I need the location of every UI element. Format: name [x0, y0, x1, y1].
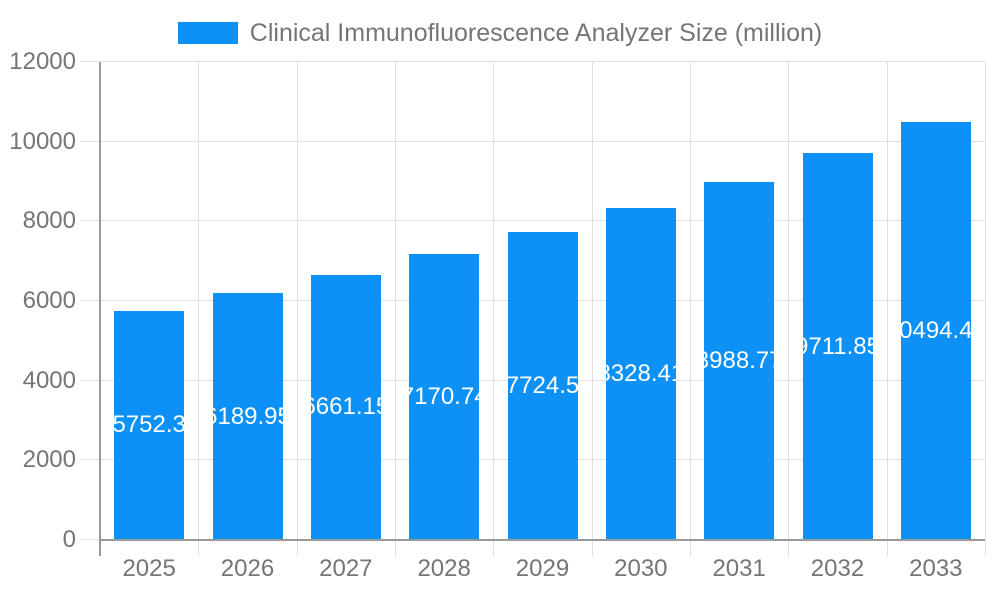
x-tick-label: 2026 — [220, 555, 275, 582]
bar[interactable]: 5752.3 — [114, 310, 185, 540]
bar-value-label: 7724.5 — [507, 372, 578, 400]
bar[interactable]: 8328.41 — [605, 208, 676, 540]
x-gridline — [198, 62, 200, 556]
y-tick-label: 12000 — [9, 48, 76, 75]
legend-swatch-icon — [177, 22, 238, 44]
x-tick-label: 2027 — [319, 555, 373, 582]
y-tick-label: 8000 — [22, 207, 76, 235]
y-tick-label: 6000 — [22, 287, 76, 314]
y-axis-line — [99, 62, 101, 556]
x-gridline — [493, 62, 495, 556]
y-gridline — [80, 61, 985, 62]
bar[interactable]: 7724.5 — [507, 232, 578, 540]
bar-value-label: 9711.85 — [803, 332, 873, 360]
x-tick-label: 2033 — [909, 555, 963, 582]
x-tick-label: 2029 — [515, 555, 570, 582]
bar-value-label: 5752.3 — [114, 411, 185, 439]
bar[interactable]: 10494.44 — [900, 121, 971, 540]
x-tick-label: 2025 — [122, 555, 176, 582]
y-gridline — [80, 220, 985, 222]
y-tick-label: 2000 — [22, 446, 76, 474]
bar[interactable]: 6189.95 — [212, 293, 283, 540]
chart-legend[interactable]: Clinical Immunofluorescence Analyzer Siz… — [0, 18, 1000, 48]
y-tick-label: 4000 — [22, 366, 76, 394]
x-tick-label: 2032 — [810, 555, 865, 582]
x-gridline — [395, 62, 396, 556]
bar[interactable]: 8988.77 — [704, 181, 775, 540]
x-gridline — [296, 62, 298, 556]
y-gridline — [80, 140, 985, 142]
bar-value-label: 10494.44 — [900, 316, 971, 344]
x-tick-label: 2028 — [417, 555, 471, 582]
chart-title: Clinical Immunofluorescence Analyzer Siz… — [249, 18, 823, 47]
x-gridline — [591, 62, 593, 556]
x-gridline — [886, 62, 888, 556]
x-gridline — [690, 62, 691, 556]
x-gridline — [788, 62, 790, 556]
bar-value-label: 6189.95 — [213, 402, 283, 430]
x-axis-line — [100, 539, 985, 541]
bar-value-label: 8328.41 — [606, 360, 676, 388]
x-tick-label: 2030 — [614, 555, 668, 582]
bar-value-label: 8988.77 — [704, 346, 774, 374]
bar[interactable]: 9711.85 — [802, 153, 873, 540]
y-tick-label: 10000 — [9, 127, 76, 155]
x-tick-label: 2031 — [712, 555, 766, 582]
y-tick-label: 0 — [62, 526, 76, 553]
x-gridline — [985, 62, 986, 556]
